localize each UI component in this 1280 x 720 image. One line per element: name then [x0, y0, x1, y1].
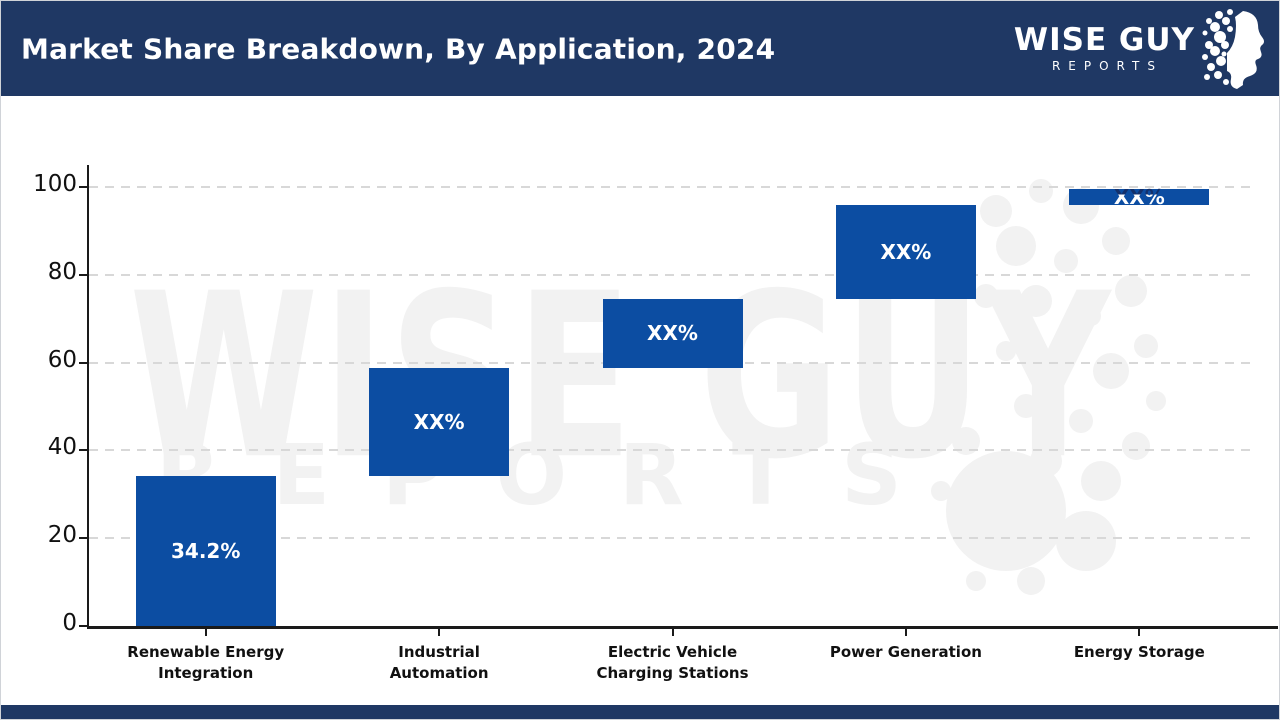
gridline	[89, 449, 1256, 452]
y-tick-label: 20	[47, 522, 77, 549]
gridline	[89, 273, 1256, 276]
logo-wordmark: WISE GUY	[1013, 22, 1195, 59]
y-tick-mark	[79, 185, 87, 188]
x-tick-mark	[671, 629, 674, 636]
category-label: Energy Storage	[1073, 643, 1205, 661]
bar-value-label: XX%	[1113, 184, 1165, 209]
bar-segment: XX%	[602, 298, 743, 368]
y-tick-mark	[79, 537, 87, 540]
y-tick-label: 40	[47, 434, 77, 461]
bar-value-label: XX%	[647, 321, 698, 346]
bar-value-label: XX%	[413, 409, 465, 434]
bar-segment: XX%	[369, 367, 510, 476]
brand-logo: WISE GUY REPORTS	[1014, 6, 1267, 91]
bar-segment: XX%	[1069, 185, 1210, 209]
bar-value-label: 34.2%	[170, 538, 241, 563]
footer-bar	[1, 705, 1279, 719]
y-tick-label: 80	[47, 258, 77, 285]
watermark-head-icon	[931, 179, 1166, 595]
page-title: Market Share Breakdown, By Application, …	[21, 32, 776, 65]
x-tick-mark	[204, 629, 207, 636]
y-tick-label: 60	[47, 346, 77, 373]
logo-subtext: REPORTS	[1051, 58, 1163, 73]
chart-region: WISE GUY REPORTS 0 20 40 60 80 100 34.2% Renewa…	[1, 96, 1279, 705]
bar-segment: 34.2%	[135, 475, 276, 626]
y-tick-mark	[79, 361, 87, 364]
category-label: Power Generation	[829, 643, 982, 661]
y-tick-label: 100	[33, 170, 77, 197]
y-tick-label: 0	[62, 610, 77, 636]
y-tick-mark	[79, 625, 87, 627]
bar-segment: XX%	[835, 204, 976, 299]
category-label: Renewable Energy Integration	[127, 643, 285, 682]
gridline	[89, 185, 1256, 188]
gridline	[89, 537, 1256, 540]
x-tick-mark	[438, 629, 441, 636]
plot-area: 0 20 40 60 80 100 34.2% Renewable Energy Integra…	[1, 96, 1279, 705]
watermark-subtext: REPORTS	[156, 426, 954, 524]
bar-value-label: XX%	[880, 239, 932, 264]
y-axis-line	[87, 165, 89, 626]
header: Market Share Breakdown, By Application, …	[1, 1, 1279, 96]
x-axis-line	[87, 626, 1278, 629]
x-tick-mark	[904, 629, 907, 636]
y-tick-mark	[79, 449, 87, 452]
logo-head-icon	[1202, 8, 1264, 89]
logo-text: WISE GUY REPORTS	[1014, 24, 1195, 73]
x-tick-mark	[1138, 629, 1141, 636]
category-label: Industrial Automation	[389, 643, 489, 682]
y-tick-mark	[79, 273, 87, 276]
category-label: Electric Vehicle Charging Stations	[596, 643, 749, 682]
